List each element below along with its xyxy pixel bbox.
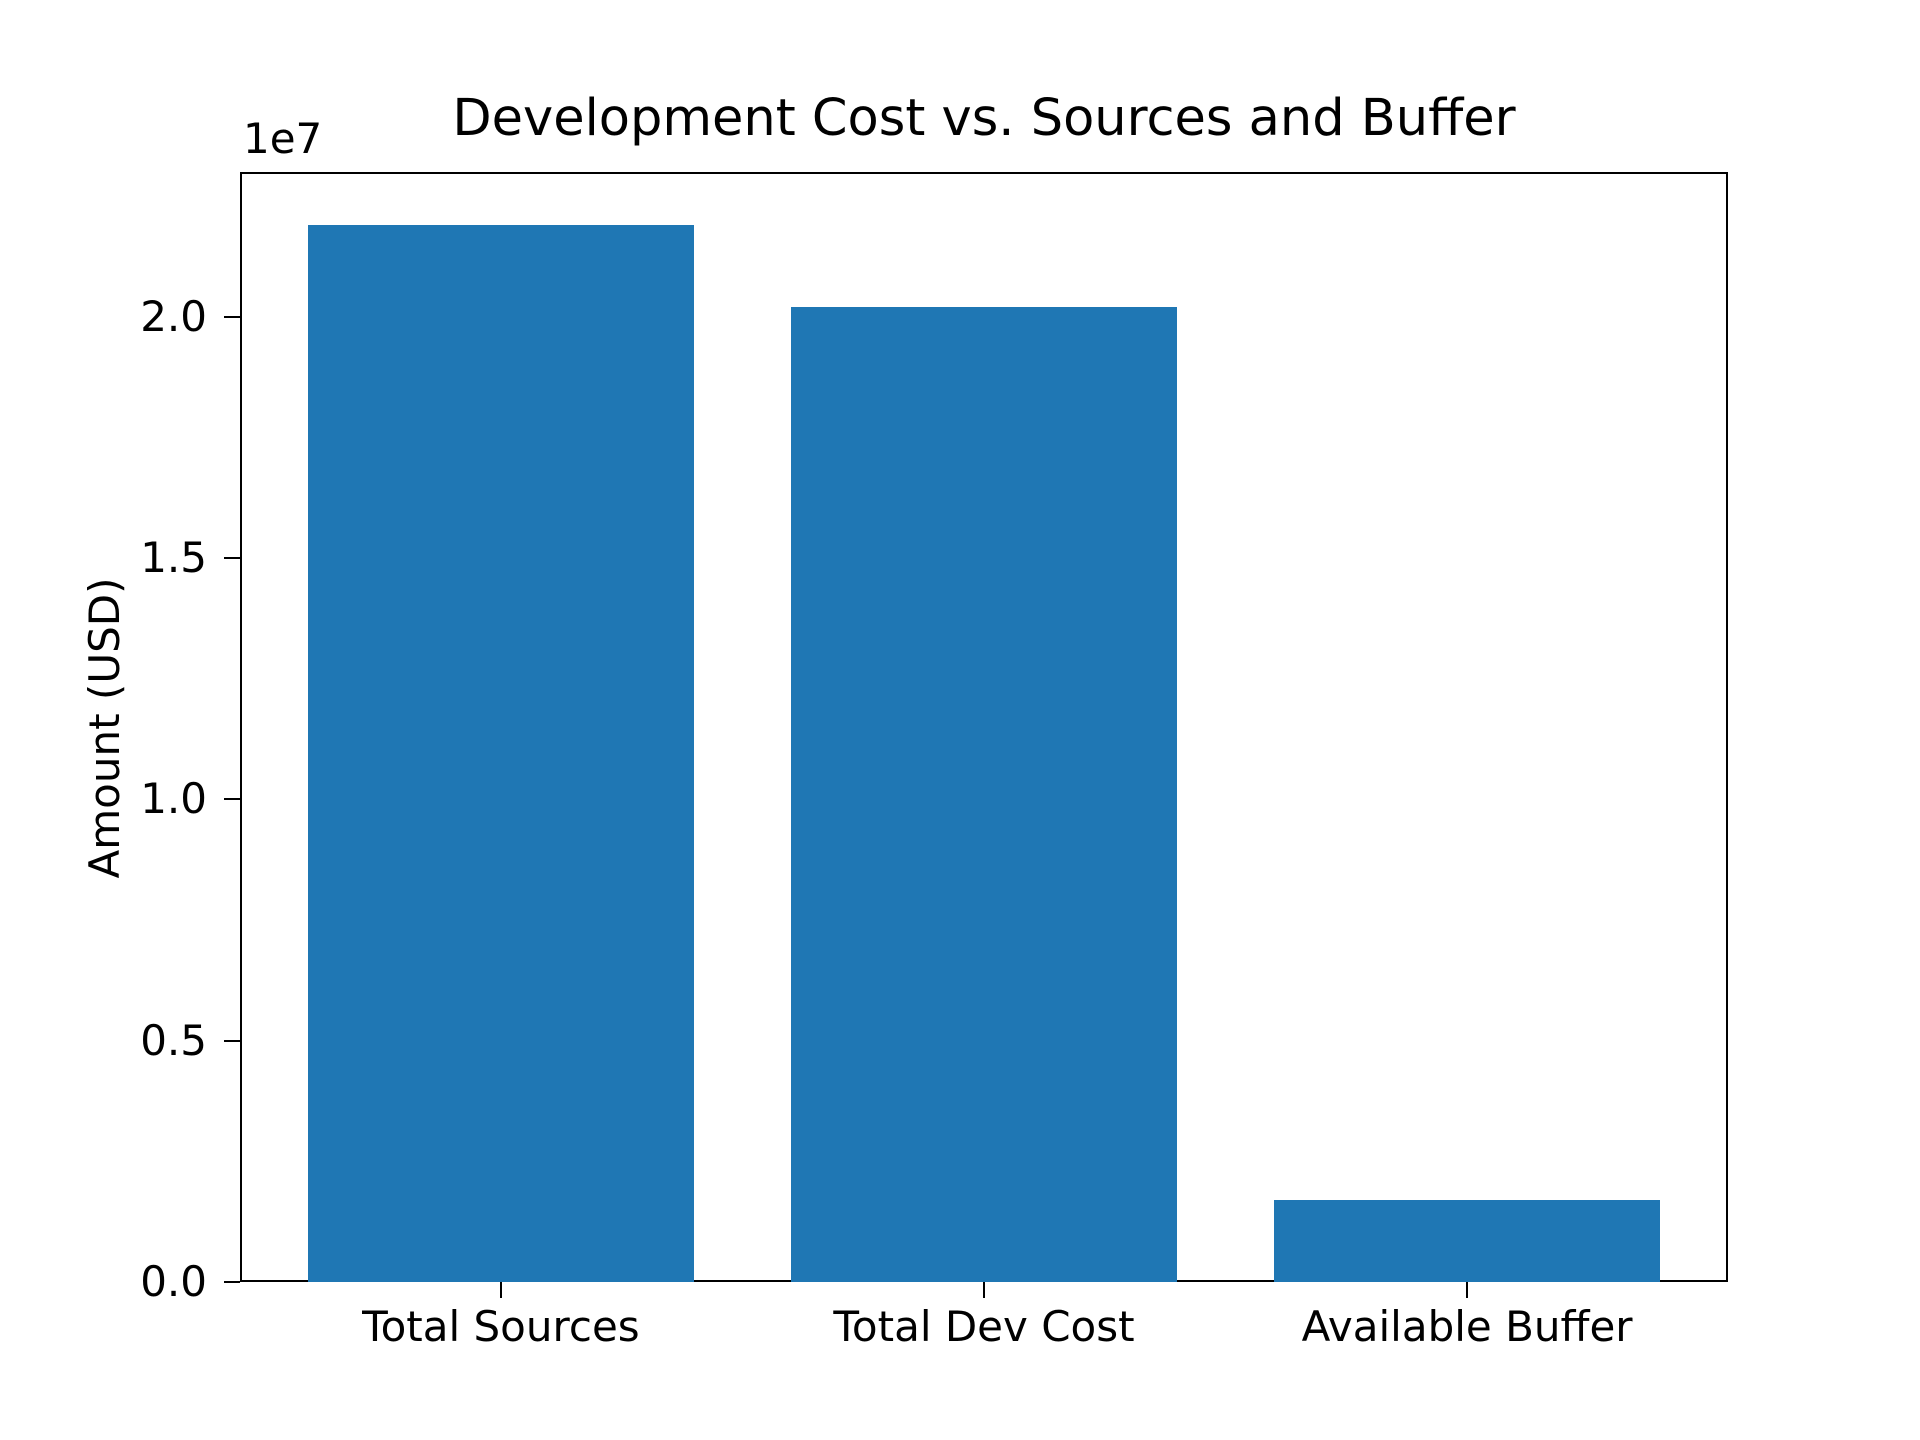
bar-total-sources (307, 225, 695, 1282)
bar-total-dev-cost (790, 307, 1178, 1282)
y-axis-offset-label: 1e7 (243, 114, 323, 163)
y-tick-mark (224, 798, 240, 801)
x-tick-mark (499, 1282, 502, 1298)
y-tick-label: 0.0 (140, 1257, 207, 1306)
x-tick-label-available-buffer: Available Buffer (1301, 1302, 1633, 1351)
y-tick-mark (224, 1281, 240, 1283)
x-tick-mark (1466, 1282, 1469, 1298)
bar-available-buffer (1273, 1199, 1661, 1282)
y-axis-label: Amount (USD) (80, 577, 129, 879)
y-tick-label: 2.0 (140, 291, 207, 341)
y-tick-label: 1.5 (140, 533, 207, 583)
x-tick-label-total-dev-cost: Total Dev Cost (833, 1302, 1135, 1351)
chart-title: Development Cost vs. Sources and Buffer (452, 89, 1516, 148)
y-tick-mark (224, 315, 240, 318)
x-tick-label-total-sources: Total Sources (362, 1302, 640, 1351)
y-tick-mark (224, 1039, 240, 1042)
y-tick-label: 1.0 (140, 774, 207, 824)
y-tick-mark (224, 557, 240, 560)
y-tick-label: 0.5 (140, 1015, 207, 1065)
x-tick-mark (983, 1282, 985, 1298)
